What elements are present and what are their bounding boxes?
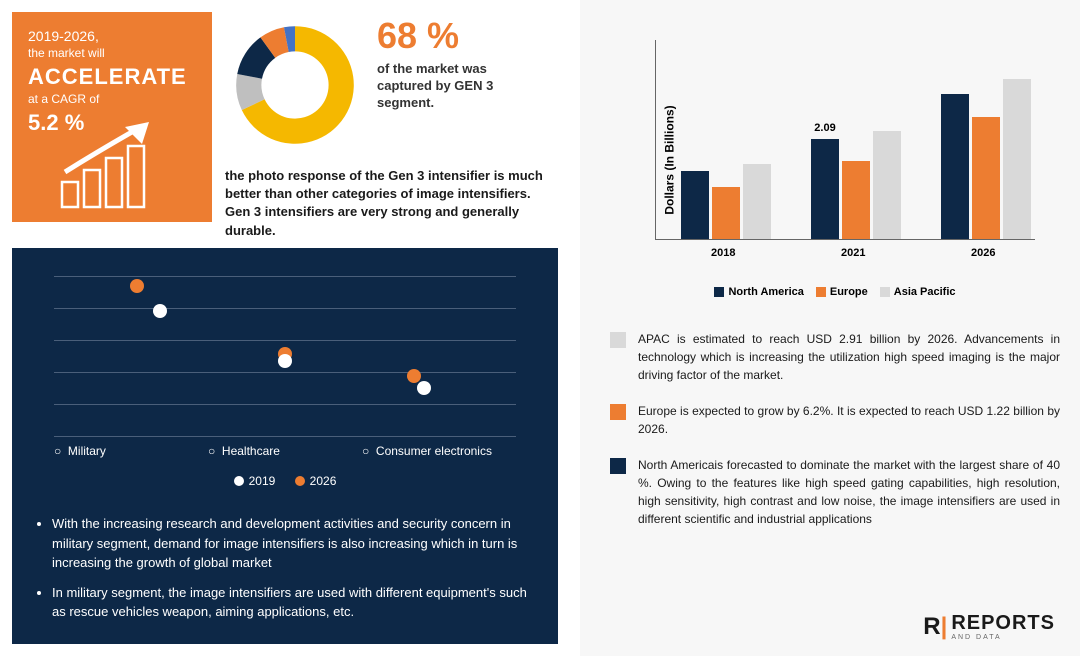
logo-main: REPORTS: [951, 612, 1055, 634]
date-range: 2019-2026,: [28, 28, 196, 44]
donut-chart: [225, 15, 365, 155]
bar-chart: Dollars (In Billions) 2018202120262.09 N…: [620, 30, 1050, 290]
legend-2019: 2019: [249, 474, 276, 488]
donut-paragraph: the photo response of the Gen 3 intensif…: [225, 167, 545, 240]
market-will-text: the market will: [28, 46, 196, 60]
left-column: 2019-2026, the market will ACCELERATE at…: [0, 0, 570, 656]
dot-chart-legend: 2019 2026: [34, 474, 536, 489]
donut-section: 68 % of the market was captured by GEN 3…: [225, 15, 555, 240]
reports-logo: R| REPORTS AND DATA: [923, 613, 1055, 641]
growth-chart-icon: [57, 122, 167, 212]
cagr-label: at a CAGR of: [28, 92, 196, 106]
donut-description: of the market was captured by GEN 3 segm…: [377, 61, 497, 112]
logo-icon: R|: [923, 613, 947, 641]
donut-percent: 68 %: [377, 15, 555, 57]
dot-chart: ○ Military○ Healthcare○ Consumer electro…: [54, 276, 516, 466]
navy-section: ○ Military○ Healthcare○ Consumer electro…: [12, 248, 558, 644]
bar-chart-legend: North AmericaEuropeAsia Pacific: [620, 286, 1050, 300]
logo-sub: AND DATA: [951, 634, 1055, 641]
bar-plot-area: 2018202120262.09: [655, 40, 1035, 240]
navy-bullets: With the increasing research and develop…: [34, 514, 536, 622]
right-column: Dollars (In Billions) 2018202120262.09 N…: [580, 0, 1080, 656]
cagr-box: 2019-2026, the market will ACCELERATE at…: [12, 12, 212, 222]
accelerate-text: ACCELERATE: [28, 64, 196, 90]
legend-2026: 2026: [310, 474, 337, 488]
region-text-blocks: APAC is estimated to reach USD 2.91 bill…: [610, 330, 1060, 546]
